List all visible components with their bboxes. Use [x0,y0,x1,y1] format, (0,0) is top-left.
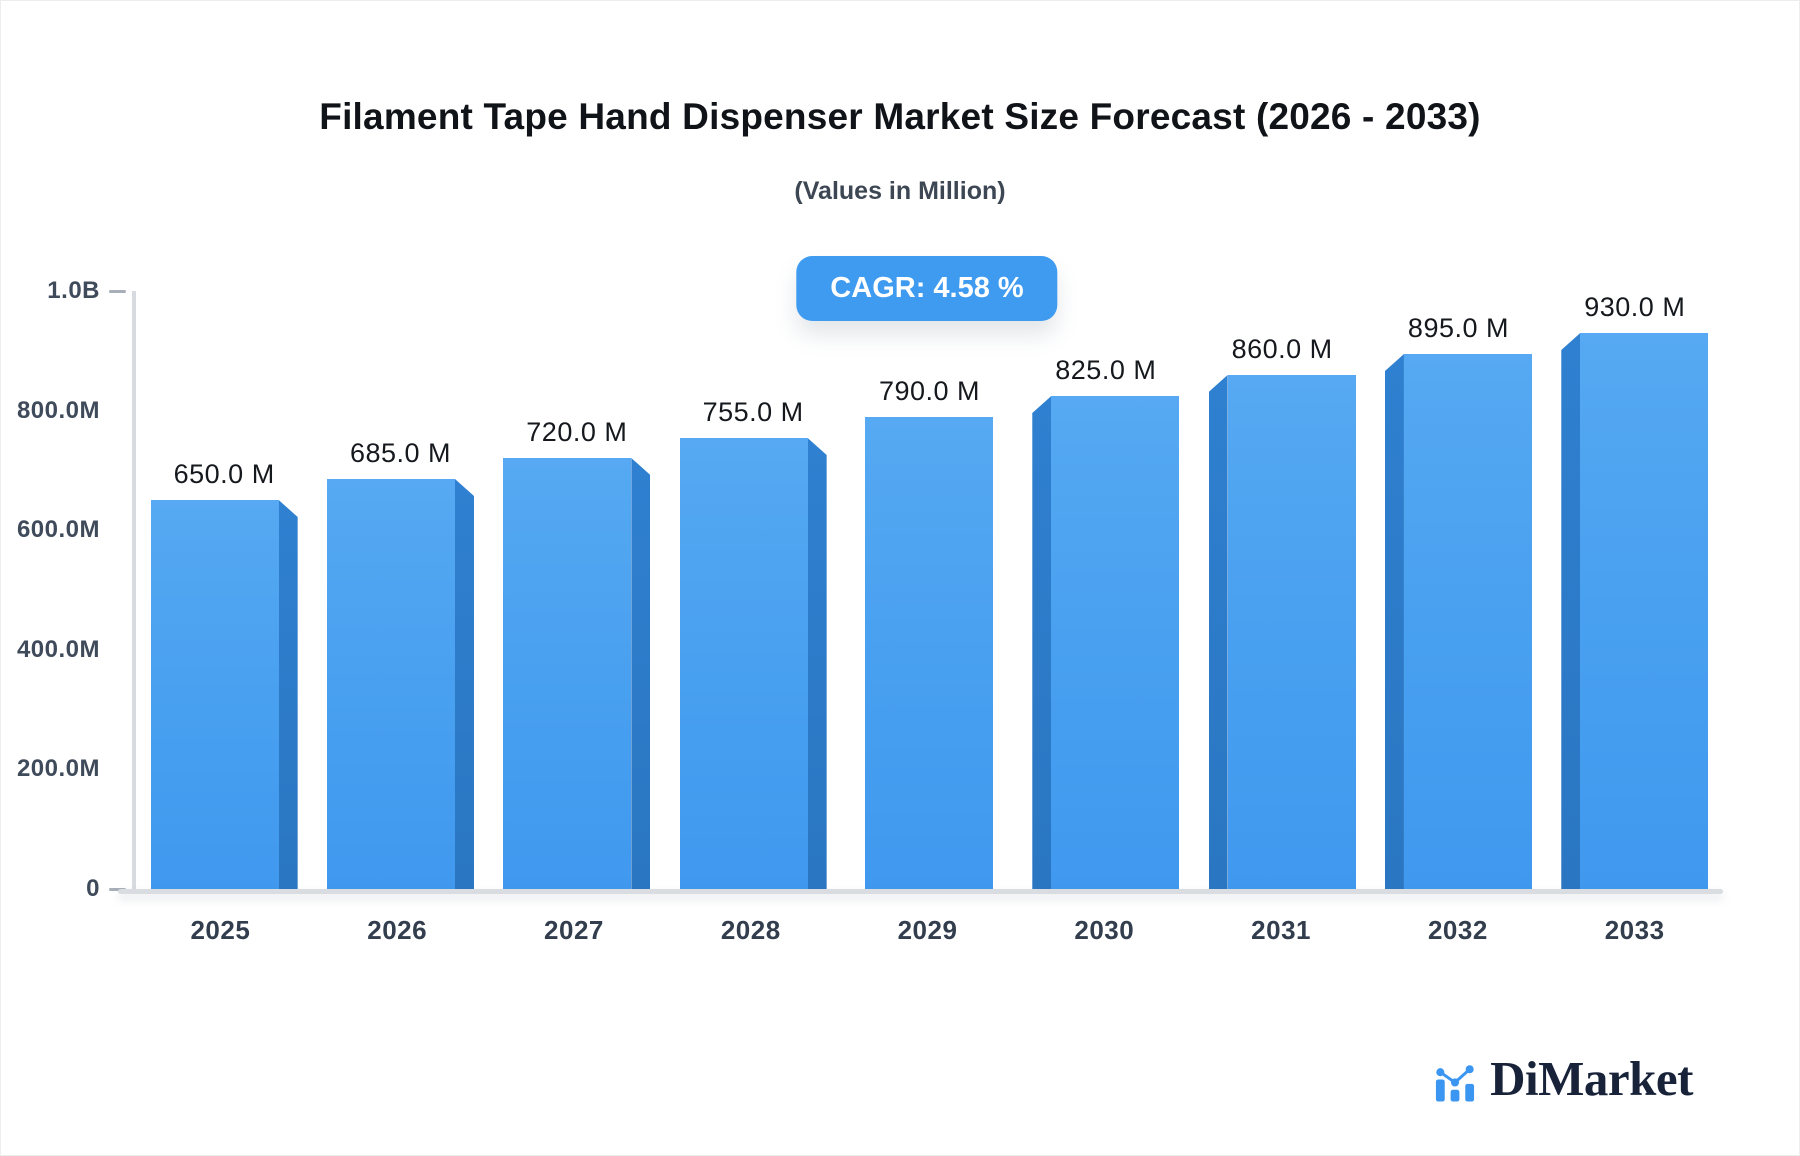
y-tick-text: 600.0M [16,516,100,544]
x-axis-baseline [118,889,1723,894]
brand-name: DiMarket [1490,1051,1693,1106]
cagr-badge: CAGR: 4.58 % [796,256,1058,321]
bar-side-shade [454,479,474,889]
y-tick-label: 1.0B [47,277,126,305]
x-axis-label-2033: 2033 [1604,915,1665,945]
bar-side-shade [1561,333,1581,889]
x-axis-label-2032: 2032 [1427,915,1488,945]
x-axis-labels: 2025 2026 2027 2028 2029 2030 2031 2032 2033 [132,915,1723,946]
bar-2027: 720.0 M [503,417,651,889]
x-axis-label-2029: 2029 [897,915,958,945]
bar-slot: 790.0 M [841,291,1017,889]
bar-slot: 720.0 M [489,291,665,889]
bar-2032: 895.0 M [1384,313,1532,889]
mini-bar-chart-icon [1436,1065,1475,1102]
bar-face [1051,396,1180,889]
x-axis-label-2030: 2030 [1074,915,1135,945]
chart-subtitle: (Values in Million) [794,177,1006,205]
y-tick-text: 1.0B [47,277,100,304]
bar-face [679,438,808,889]
y-tick-text: 0 [86,875,100,902]
bar-value-label: 720.0 M [526,417,628,447]
bar-slot: 685.0 M [312,291,488,889]
bar-face [865,417,994,889]
bar-face [150,500,279,889]
bar-value-label: 685.0 M [349,438,452,468]
bar-2030: 825.0 M [1032,355,1180,889]
bar-value-label: 825.0 M [1055,355,1157,385]
y-tick-label: 600.0M [17,516,126,544]
y-tick-label: 200.0M [17,755,126,783]
bar-value-label: 650.0 M [173,459,275,489]
bar-value-label: 930.0 M [1584,292,1686,322]
y-tick-text: 400.0M [16,635,100,663]
bar-slot: 755.0 M [665,291,841,889]
brand-logo: DiMarket [1433,1054,1693,1103]
x-axis-label-2026: 2026 [367,915,428,945]
x-axis-label-2028: 2028 [720,915,781,945]
bar-slot: 825.0 M [1018,291,1194,889]
bar-slot: 895.0 M [1370,291,1546,889]
y-tick-label: 400.0M [17,636,126,664]
bar-2031: 860.0 M [1208,334,1356,889]
y-tick-label: 0 [86,875,126,903]
bar-face [1580,333,1709,889]
bar-side-shade [631,458,651,889]
bar-2025: 650.0 M [150,459,298,889]
y-tick-dash [109,887,126,891]
bar-side-shade [1384,354,1404,889]
bar-2028: 755.0 M [679,397,827,889]
bar-value-label: 790.0 M [878,376,980,406]
x-axis-label-2025: 2025 [190,915,251,945]
bar-2033: 930.0 M [1561,292,1709,889]
bar-side-shade [1032,396,1052,889]
y-tick-text: 200.0M [16,755,100,783]
bars-container: 650.0 M 685.0 M 720.0 M 755.0 M 790.0 M 825.0… [136,291,1723,889]
bar-slot: 860.0 M [1194,291,1370,889]
bar-face [503,458,632,889]
bar-slot: 930.0 M [1547,291,1723,889]
bar-face [1227,375,1356,889]
bar-slot: 650.0 M [136,291,312,889]
bar-side-shade [1208,375,1228,889]
bar-face [326,479,455,889]
bar-value-label: 860.0 M [1231,334,1333,364]
bar-face [1403,354,1532,889]
bar-2029: 790.0 M [865,376,994,889]
chart-title: Filament Tape Hand Dispenser Market Size… [319,96,1481,137]
y-tick-dash [109,289,126,293]
x-axis-label-2027: 2027 [544,915,604,945]
bar-value-label: 895.0 M [1407,313,1509,343]
y-tick-label: 800.0M [17,397,126,425]
bar-2026: 685.0 M [326,438,474,889]
bar-side-shade [807,438,827,889]
plot-area: 1.0B 800.0M 600.0M 400.0M 200.0M 0 650.0 M 685… [17,277,1723,902]
x-axis-label-2031: 2031 [1251,915,1311,945]
bar-value-label: 755.0 M [702,397,804,427]
y-tick-text: 800.0M [16,396,100,424]
y-axis: 1.0B 800.0M 600.0M 400.0M 200.0M 0 [5,277,132,902]
bar-side-shade [278,500,298,889]
